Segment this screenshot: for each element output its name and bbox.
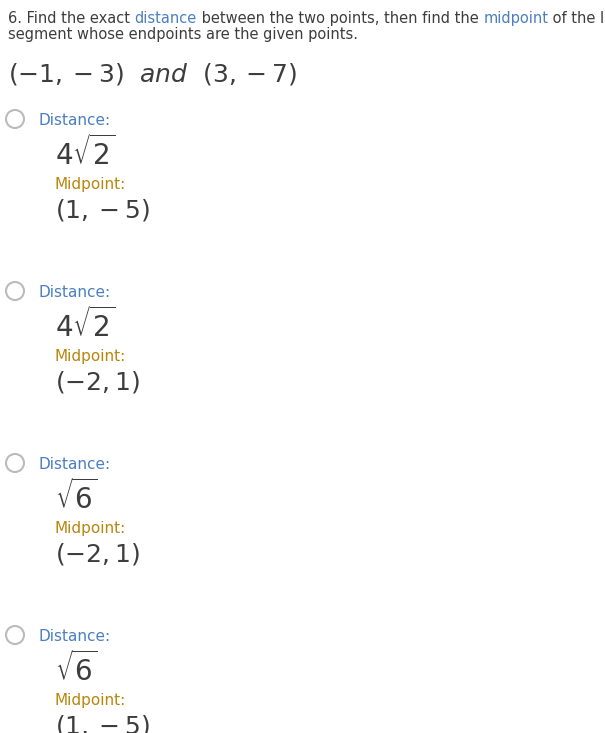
Text: $\sqrt{6}$: $\sqrt{6}$ <box>55 479 98 515</box>
Text: $(1, -5)$: $(1, -5)$ <box>55 713 149 733</box>
Text: segment whose endpoints are the given points.: segment whose endpoints are the given po… <box>8 27 358 42</box>
Text: distance: distance <box>135 11 197 26</box>
Text: midpoint: midpoint <box>483 11 548 26</box>
Text: between the two points, then find the: between the two points, then find the <box>197 11 483 26</box>
Text: $(1, -5)$: $(1, -5)$ <box>55 197 149 223</box>
Text: $(-2, 1)$: $(-2, 1)$ <box>55 369 140 395</box>
Text: $4\sqrt{2}$: $4\sqrt{2}$ <box>55 135 116 171</box>
Text: 6. Find the exact: 6. Find the exact <box>8 11 135 26</box>
Text: Midpoint:: Midpoint: <box>55 349 126 364</box>
Text: Midpoint:: Midpoint: <box>55 693 126 708</box>
Text: $\sqrt{6}$: $\sqrt{6}$ <box>55 651 98 687</box>
Text: Distance:: Distance: <box>38 629 110 644</box>
Text: Midpoint:: Midpoint: <box>55 521 126 536</box>
Text: Distance:: Distance: <box>38 457 110 472</box>
Text: Distance:: Distance: <box>38 113 110 128</box>
Text: $(-2, 1)$: $(-2, 1)$ <box>55 541 140 567</box>
Text: Distance:: Distance: <box>38 285 110 300</box>
Text: of the line: of the line <box>548 11 605 26</box>
Text: Midpoint:: Midpoint: <box>55 177 126 192</box>
Text: $(-1, -3)$  $\mathit{and}$  $(3, -7)$: $(-1, -3)$ $\mathit{and}$ $(3, -7)$ <box>8 61 297 87</box>
Text: $4\sqrt{2}$: $4\sqrt{2}$ <box>55 307 116 343</box>
